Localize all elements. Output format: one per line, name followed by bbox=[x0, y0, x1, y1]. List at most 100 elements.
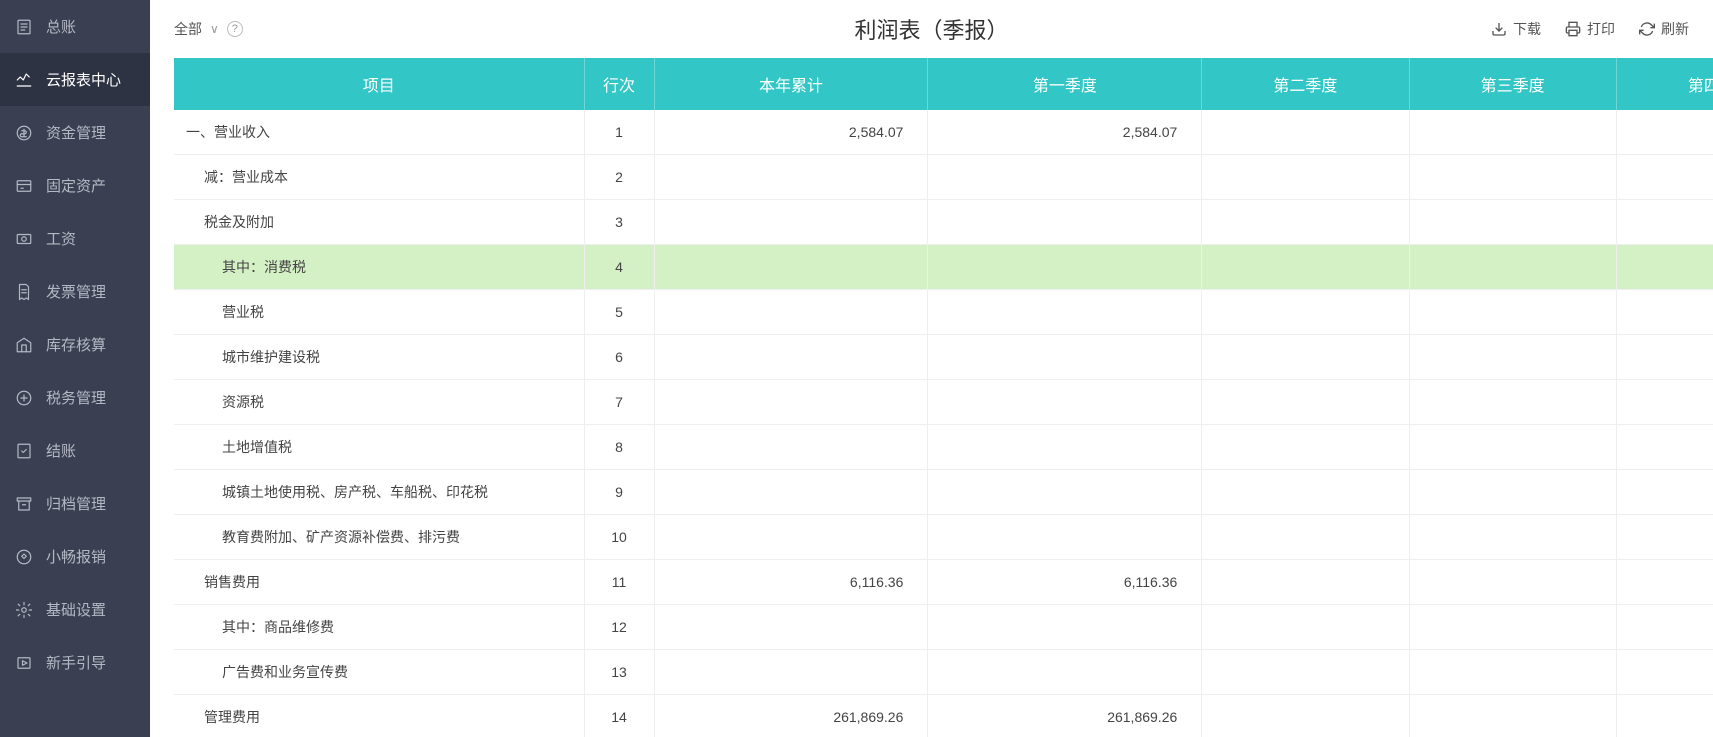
cell-q2 bbox=[1202, 695, 1409, 737]
sidebar-item-label: 归档管理 bbox=[46, 493, 106, 514]
sidebar-item-0[interactable]: 总账 bbox=[0, 0, 150, 53]
profit-table: 项目行次本年累计第一季度第二季度第三季度第四季度 一、营业收入12,584.07… bbox=[174, 58, 1713, 737]
table-row[interactable]: 减：营业成本2 bbox=[174, 155, 1713, 200]
table-row[interactable]: 销售费用116,116.366,116.36 bbox=[174, 560, 1713, 605]
row-label: 一、营业收入 bbox=[174, 110, 584, 155]
table-row[interactable]: 一、营业收入12,584.072,584.07 bbox=[174, 110, 1713, 155]
table-row[interactable]: 其中：商品维修费12 bbox=[174, 605, 1713, 650]
row-num: 3 bbox=[584, 200, 654, 245]
print-label: 打印 bbox=[1587, 19, 1615, 39]
cell-q4 bbox=[1616, 245, 1713, 290]
sidebar-item-6[interactable]: 库存核算 bbox=[0, 318, 150, 371]
cell-q4 bbox=[1616, 425, 1713, 470]
col-header-1: 行次 bbox=[584, 58, 654, 110]
table-row[interactable]: 资源税7 bbox=[174, 380, 1713, 425]
toolbar: 全部 ∨ ? 利润表（季报） 下载 打印 刷新 bbox=[150, 0, 1713, 58]
cell-q2 bbox=[1202, 155, 1409, 200]
col-header-3: 第一季度 bbox=[928, 58, 1202, 110]
sidebar-item-2[interactable]: 资金管理 bbox=[0, 106, 150, 159]
table-container[interactable]: 项目行次本年累计第一季度第二季度第三季度第四季度 一、营业收入12,584.07… bbox=[150, 58, 1713, 737]
row-num: 12 bbox=[584, 605, 654, 650]
row-label: 其中：商品维修费 bbox=[174, 605, 584, 650]
money-icon bbox=[14, 123, 34, 143]
row-label: 销售费用 bbox=[174, 560, 584, 605]
cell-ytd bbox=[654, 335, 928, 380]
row-num: 14 bbox=[584, 695, 654, 737]
sidebar-item-8[interactable]: 结账 bbox=[0, 424, 150, 477]
cell-ytd: 261,869.26 bbox=[654, 695, 928, 737]
cell-q1: 6,116.36 bbox=[928, 560, 1202, 605]
sidebar-item-label: 总账 bbox=[46, 16, 76, 37]
cell-q4 bbox=[1616, 155, 1713, 200]
filter-dropdown[interactable]: 全部 ∨ ? bbox=[174, 19, 243, 39]
cell-q1 bbox=[928, 155, 1202, 200]
cell-q4 bbox=[1616, 380, 1713, 425]
cell-ytd bbox=[654, 425, 928, 470]
table-row[interactable]: 教育费附加、矿产资源补偿费、排污费10 bbox=[174, 515, 1713, 560]
col-header-0: 项目 bbox=[174, 58, 584, 110]
cell-q3 bbox=[1409, 605, 1616, 650]
table-row[interactable]: 营业税5 bbox=[174, 290, 1713, 335]
cell-ytd bbox=[654, 605, 928, 650]
cell-ytd bbox=[654, 515, 928, 560]
table-row[interactable]: 广告费和业务宣传费13 bbox=[174, 650, 1713, 695]
sidebar-item-9[interactable]: 归档管理 bbox=[0, 477, 150, 530]
row-num: 4 bbox=[584, 245, 654, 290]
sidebar-item-label: 库存核算 bbox=[46, 334, 106, 355]
download-button[interactable]: 下载 bbox=[1491, 19, 1541, 39]
page-title: 利润表（季报） bbox=[854, 13, 1008, 45]
row-num: 9 bbox=[584, 470, 654, 515]
cell-q1 bbox=[928, 605, 1202, 650]
cell-q2 bbox=[1202, 650, 1409, 695]
row-num: 10 bbox=[584, 515, 654, 560]
report-icon bbox=[14, 70, 34, 90]
row-label: 减：营业成本 bbox=[174, 155, 584, 200]
sidebar-item-3[interactable]: 固定资产 bbox=[0, 159, 150, 212]
sidebar-item-1[interactable]: 云报表中心 bbox=[0, 53, 150, 106]
sidebar-item-12[interactable]: 新手引导 bbox=[0, 636, 150, 689]
cell-q3 bbox=[1409, 695, 1616, 737]
cell-ytd: 6,116.36 bbox=[654, 560, 928, 605]
table-row[interactable]: 城镇土地使用税、房产税、车船税、印花税9 bbox=[174, 470, 1713, 515]
sidebar-item-11[interactable]: 基础设置 bbox=[0, 583, 150, 636]
guide-icon bbox=[14, 653, 34, 673]
row-label: 城镇土地使用税、房产税、车船税、印花税 bbox=[174, 470, 584, 515]
cell-q4 bbox=[1616, 515, 1713, 560]
sidebar-item-5[interactable]: 发票管理 bbox=[0, 265, 150, 318]
cell-ytd bbox=[654, 290, 928, 335]
refresh-label: 刷新 bbox=[1661, 19, 1689, 39]
col-header-2: 本年累计 bbox=[654, 58, 928, 110]
row-label: 其中：消费税 bbox=[174, 245, 584, 290]
sidebar-item-label: 云报表中心 bbox=[46, 69, 121, 90]
help-icon[interactable]: ? bbox=[227, 21, 243, 37]
row-num: 13 bbox=[584, 650, 654, 695]
table-row[interactable]: 土地增值税8 bbox=[174, 425, 1713, 470]
sidebar-item-10[interactable]: 小畅报销 bbox=[0, 530, 150, 583]
sidebar-item-label: 小畅报销 bbox=[46, 546, 106, 567]
row-num: 8 bbox=[584, 425, 654, 470]
inventory-icon bbox=[14, 335, 34, 355]
sidebar: 总账云报表中心资金管理固定资产工资发票管理库存核算税务管理结账归档管理小畅报销基… bbox=[0, 0, 150, 737]
cell-q2 bbox=[1202, 290, 1409, 335]
sidebar-item-label: 结账 bbox=[46, 440, 76, 461]
sidebar-item-7[interactable]: 税务管理 bbox=[0, 371, 150, 424]
table-row[interactable]: 其中：消费税4 bbox=[174, 245, 1713, 290]
row-label: 税金及附加 bbox=[174, 200, 584, 245]
cell-q3 bbox=[1409, 425, 1616, 470]
cell-q3 bbox=[1409, 290, 1616, 335]
toolbar-actions: 下载 打印 刷新 bbox=[1491, 19, 1689, 39]
asset-icon bbox=[14, 176, 34, 196]
cell-ytd bbox=[654, 245, 928, 290]
cell-q1 bbox=[928, 245, 1202, 290]
refresh-button[interactable]: 刷新 bbox=[1639, 19, 1689, 39]
print-button[interactable]: 打印 bbox=[1565, 19, 1615, 39]
cell-q3 bbox=[1409, 110, 1616, 155]
table-row[interactable]: 管理费用14261,869.26261,869.26 bbox=[174, 695, 1713, 737]
sidebar-item-4[interactable]: 工资 bbox=[0, 212, 150, 265]
cell-ytd bbox=[654, 650, 928, 695]
cell-q3 bbox=[1409, 470, 1616, 515]
table-row[interactable]: 城市维护建设税6 bbox=[174, 335, 1713, 380]
table-row[interactable]: 税金及附加3 bbox=[174, 200, 1713, 245]
row-label: 广告费和业务宣传费 bbox=[174, 650, 584, 695]
filter-label: 全部 bbox=[174, 19, 202, 39]
